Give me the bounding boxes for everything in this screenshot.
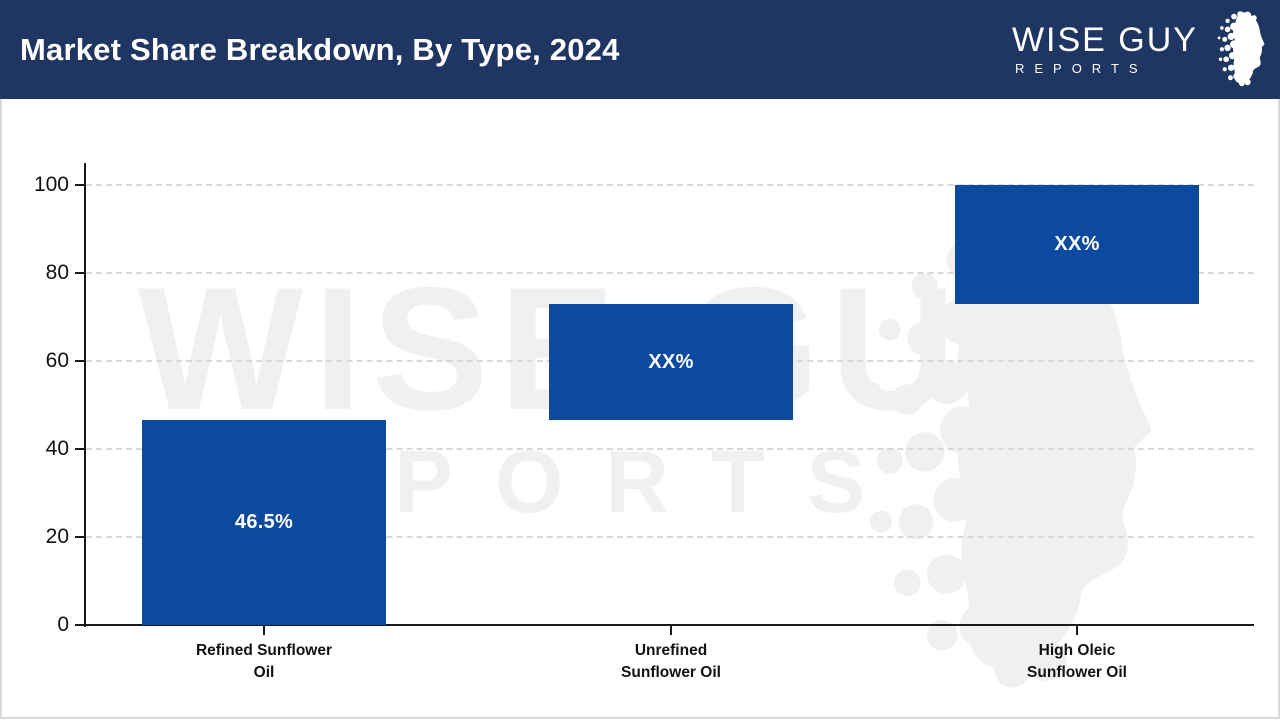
- bar-value-label: 46.5%: [234, 511, 294, 534]
- x-tick-mark: [670, 626, 672, 635]
- x-category-label: Unrefined Sunflower Oil: [621, 642, 721, 681]
- gridline: [86, 184, 1254, 186]
- x-category-label: Refined Sunflower Oil: [195, 642, 333, 681]
- bar: XX%: [955, 185, 1199, 304]
- brand-logo: WISE GUY REPORTS: [1012, 7, 1266, 93]
- y-tick-label: 60: [45, 349, 69, 372]
- x-tick-mark: [263, 626, 265, 635]
- gridline: [86, 536, 1254, 538]
- bar-value-label: XX%: [1054, 232, 1100, 255]
- bar: XX%: [549, 303, 793, 421]
- gridline: [86, 272, 1254, 274]
- y-tick-mark: [75, 184, 84, 186]
- x-category-label: High Oleic Sunflower Oil: [1027, 642, 1127, 681]
- header: Market Share Breakdown, By Type, 2024 WI…: [0, 0, 1280, 99]
- wiseguy-head-icon: [1202, 7, 1266, 93]
- y-tick-label: 100: [33, 173, 69, 196]
- y-tick-mark: [75, 272, 84, 274]
- y-tick-label: 40: [45, 437, 69, 460]
- y-tick-label: 0: [57, 613, 69, 636]
- bar: 46.5%: [142, 420, 386, 625]
- frame-right-border: [1278, 99, 1280, 718]
- gridline: [86, 448, 1254, 450]
- y-tick-mark: [75, 360, 84, 362]
- y-tick-mark: [75, 536, 84, 538]
- frame-left-border: [0, 99, 2, 718]
- y-axis-line: [84, 163, 86, 627]
- page-title: Market Share Breakdown, By Type, 2024: [20, 31, 620, 67]
- bar-value-label: XX%: [648, 350, 694, 373]
- x-axis-line: [84, 624, 1254, 626]
- x-tick-mark: [1076, 626, 1078, 635]
- y-tick-mark: [75, 448, 84, 450]
- logo-subtext: REPORTS: [1014, 61, 1148, 76]
- logo-wordmark: WISE GUY: [1011, 21, 1198, 59]
- frame-bottom-border: [0, 717, 1280, 719]
- y-tick-label: 20: [45, 525, 69, 548]
- y-tick-label: 80: [45, 261, 69, 284]
- y-tick-mark: [75, 624, 84, 626]
